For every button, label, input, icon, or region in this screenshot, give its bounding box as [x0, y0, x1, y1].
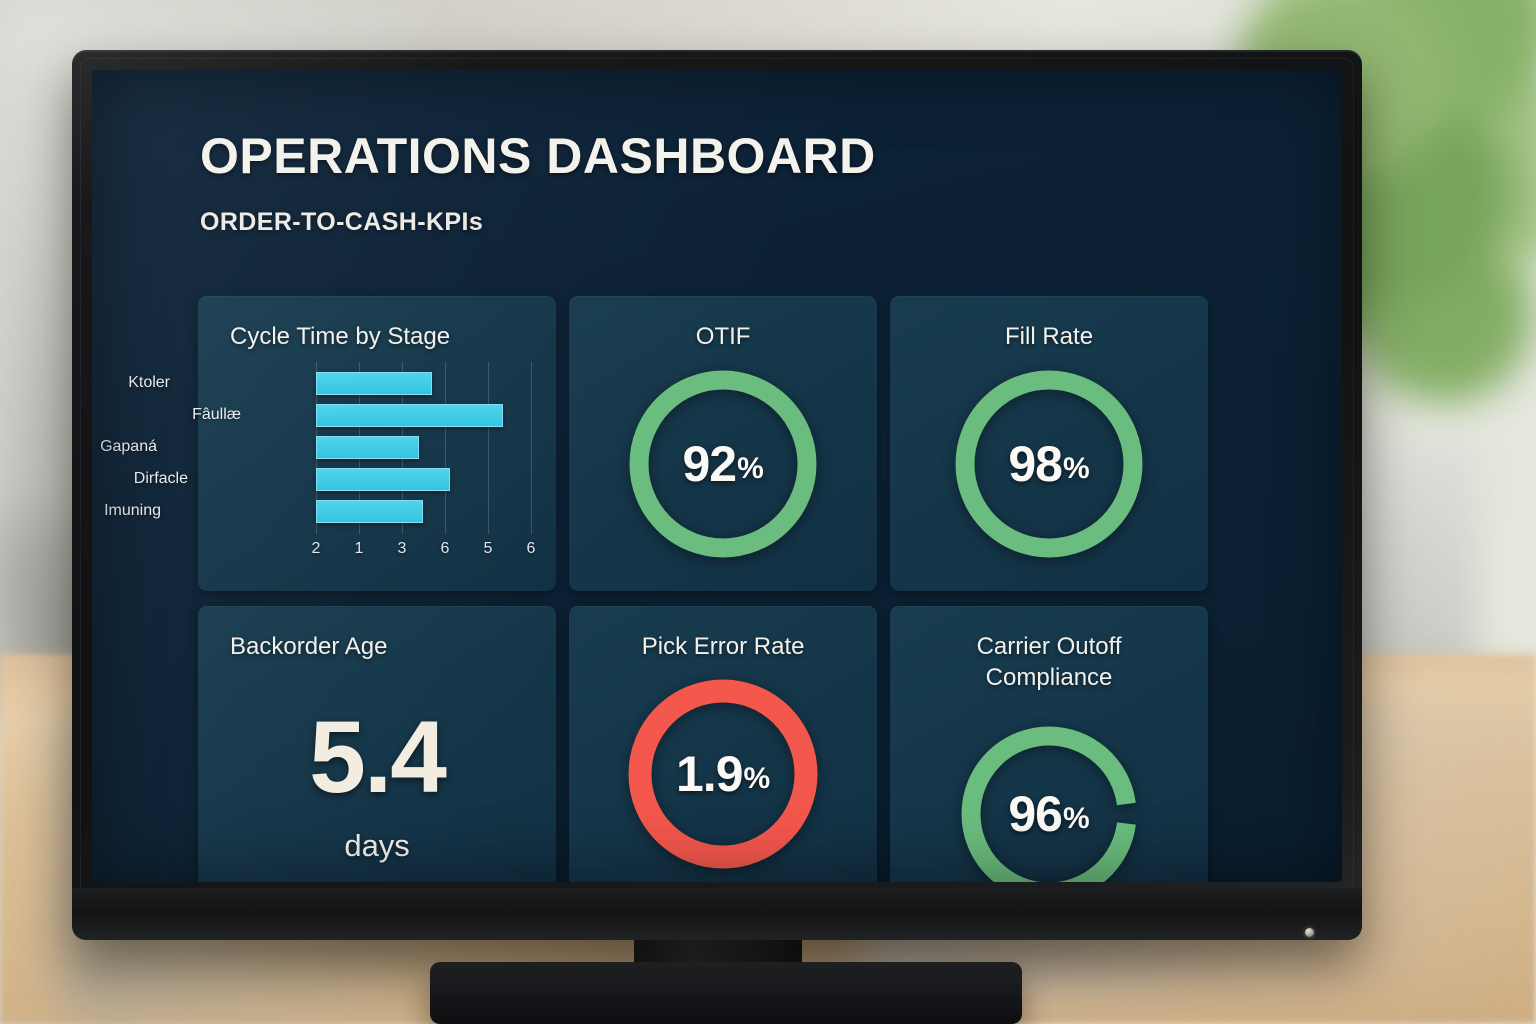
bar-value	[316, 372, 432, 395]
carrier-cutoff-donut-gauge: 96 %	[957, 722, 1141, 882]
bar-value	[316, 468, 450, 491]
carrier-cutoff-value: 96	[1008, 786, 1063, 842]
pick-error-value-group: 1.9 %	[625, 676, 821, 872]
otif-gauge-wrap: 92 %	[569, 366, 877, 562]
operations-dashboard: OPERATIONS DASHBOARD ORDER-TO-CASH-KPIs …	[92, 70, 1342, 882]
donut-ring-svg	[955, 370, 1143, 558]
bar-row[interactable]: Gapaná	[100, 436, 419, 459]
monitor-bottom-bezel	[72, 888, 1362, 940]
power-led-indicator[interactable]	[1305, 928, 1314, 937]
bar-chart-plot-area: Ktoler Fâullæ Gapaná	[100, 362, 578, 557]
x-axis-tick: 5	[483, 540, 493, 557]
card-carrier-cutoff-compliance[interactable]: Carrier Outoff Compliance 96 %	[890, 606, 1209, 882]
kpi-row-top: Cycle Time by Stage	[100, 296, 1209, 591]
carrier-cutoff-unit: %	[1063, 801, 1090, 835]
donut-ring-svg	[629, 370, 817, 558]
kpi-row-bottom: Backorder Age 5.4 days Pick Error Rate	[198, 606, 1209, 882]
carrier-cutoff-gauge-wrap: 96 %	[890, 722, 1208, 882]
monitor-screen: OPERATIONS DASHBOARD ORDER-TO-CASH-KPIs …	[92, 70, 1342, 882]
otif-unit: %	[737, 451, 764, 485]
bar-row[interactable]: Ktoler	[128, 372, 432, 395]
bar-value	[316, 436, 419, 459]
fill-rate-unit: %	[1063, 451, 1090, 485]
kpi-grid: Cycle Time by Stage	[100, 296, 1209, 882]
gridline	[445, 362, 446, 534]
card-title-otif: OTIF	[695, 323, 751, 350]
backorder-age-value: 5.4	[309, 700, 447, 814]
bar-category-label: Fâullæ	[192, 406, 241, 423]
x-axis-tick: 2	[311, 540, 321, 557]
bar-value	[316, 500, 423, 523]
fill-rate-gauge-wrap: 98 %	[890, 366, 1208, 562]
fill-rate-donut-gauge: 98 %	[951, 366, 1147, 562]
x-axis-tick: 6	[526, 540, 536, 557]
card-title-carrier-cutoff: Carrier Outoff Compliance	[890, 631, 1208, 693]
gridline	[531, 362, 532, 534]
cycle-time-bar-chart: Ktoler Fâullæ Gapaná	[100, 362, 578, 568]
donut-ring-svg	[628, 679, 818, 869]
donut-ring-svg	[961, 726, 1137, 882]
bar-category-label: Imuning	[104, 502, 161, 519]
card-title-cycle-time: Cycle Time by Stage	[230, 323, 451, 350]
otif-value: 92	[682, 436, 737, 492]
card-otif[interactable]: OTIF 92 %	[569, 296, 878, 591]
card-title-backorder-age: Backorder Age	[230, 633, 388, 660]
pick-error-unit: %	[743, 761, 771, 795]
fill-rate-value-group: 98 %	[951, 366, 1147, 562]
x-axis-tick: 1	[354, 540, 364, 557]
bar-value	[316, 404, 503, 427]
otif-value-group: 92 %	[625, 366, 821, 562]
card-backorder-age[interactable]: Backorder Age 5.4 days	[198, 606, 557, 882]
bar-category-label: Gapaná	[100, 438, 157, 455]
gridline	[488, 362, 489, 534]
fill-rate-value: 98	[1008, 436, 1063, 492]
x-axis-tick: 3	[397, 540, 407, 557]
card-cycle-time-by-stage[interactable]: Cycle Time by Stage	[100, 296, 578, 591]
bar-row[interactable]: Imuning	[104, 500, 423, 523]
bar-row[interactable]: Dirfacle	[134, 468, 450, 491]
carrier-cutoff-value-group: 96 %	[957, 722, 1141, 882]
bar-category-label: Ktoler	[128, 374, 170, 391]
card-pick-error-rate[interactable]: Pick Error Rate 1.9 %	[569, 606, 878, 882]
pick-error-value: 1.9	[676, 746, 744, 802]
page-title: OPERATIONS DASHBOARD	[200, 128, 876, 184]
x-axis-tick: 6	[440, 540, 450, 557]
page-subtitle: ORDER-TO-CASH-KPIs	[200, 208, 484, 236]
bar-category-label: Dirfacle	[133, 470, 188, 487]
bar-row[interactable]: Fâullæ	[192, 404, 503, 427]
card-title-carrier-cutoff-line2: Compliance	[985, 664, 1113, 692]
pick-error-donut-gauge: 1.9 %	[625, 676, 821, 872]
pick-error-gauge-wrap: 1.9 %	[569, 676, 877, 872]
card-title-fill-rate: Fill Rate	[1005, 323, 1094, 350]
card-title-carrier-cutoff-line1: Carrier Outoff	[976, 633, 1122, 660]
monitor-base	[430, 962, 1022, 1024]
otif-donut-gauge: 92 %	[625, 366, 821, 562]
backorder-age-unit: days	[344, 828, 410, 863]
computer-monitor: OPERATIONS DASHBOARD ORDER-TO-CASH-KPIs …	[72, 50, 1362, 940]
card-title-pick-error-rate: Pick Error Rate	[641, 633, 805, 660]
card-fill-rate[interactable]: Fill Rate 98 %	[890, 296, 1209, 591]
